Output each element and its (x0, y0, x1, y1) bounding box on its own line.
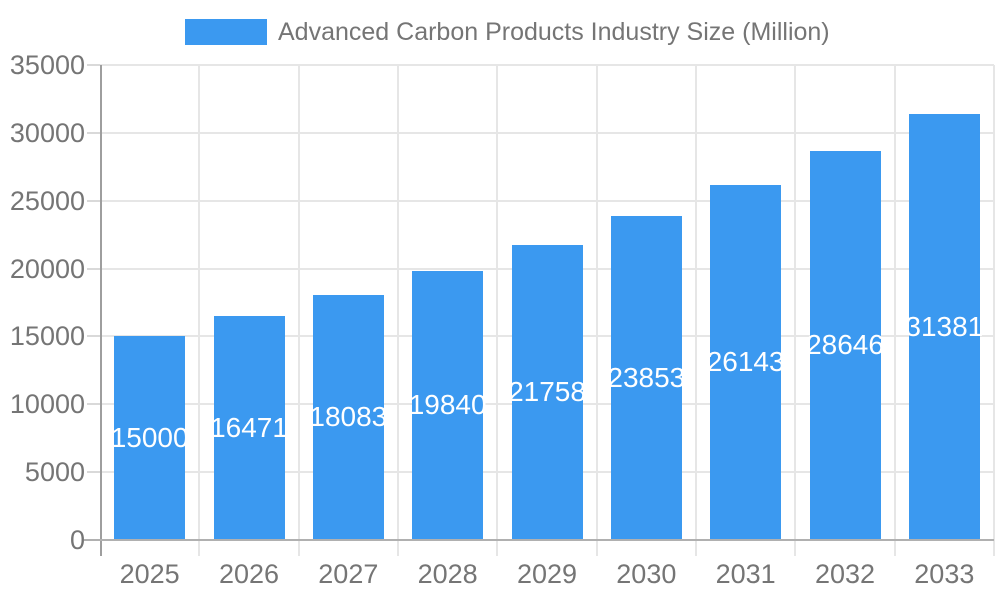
bar: 21758 (508, 244, 586, 539)
x-tick-label: 2028 (417, 559, 478, 589)
bar: 18083 (309, 294, 387, 539)
y-tick-label: 35000 (9, 50, 85, 80)
y-axis-tick (87, 267, 100, 270)
grid-line-vertical (595, 65, 598, 556)
bar-value-label: 19840 (408, 388, 487, 420)
bar-value-label: 23853 (607, 361, 686, 393)
y-tick-label: 30000 (9, 117, 85, 148)
grid-line-vertical (198, 65, 201, 556)
grid-line-horizontal (100, 64, 994, 66)
grid-line-vertical (297, 65, 300, 556)
y-axis-tick (87, 64, 100, 66)
y-tick-label: 10000 (9, 389, 85, 420)
bar: 16471 (210, 316, 288, 539)
x-tick-label: 2026 (218, 559, 280, 589)
y-axis-tick (87, 131, 100, 134)
bar-value-label: 21758 (508, 375, 586, 407)
bar: 31381 (905, 114, 983, 539)
grid-line-horizontal (100, 131, 994, 134)
grid-line-vertical (695, 65, 697, 556)
bar-value-label: 31381 (905, 310, 984, 342)
y-axis-tick (87, 199, 100, 202)
x-tick-label: 2033 (914, 559, 975, 589)
y-tick-label: 0 (69, 525, 85, 555)
y-axis-tick (87, 471, 100, 474)
x-tick-label: 2030 (616, 559, 677, 589)
y-axis-tick (87, 335, 100, 338)
grid-line-vertical (496, 65, 499, 556)
y-axis-line (100, 65, 102, 556)
legend-label: Advanced Carbon Products Industry Size (… (278, 18, 830, 46)
y-axis-tick (87, 403, 100, 406)
y-axis-labels: 0 5000 10000 15000 20000 25000 30000 35000 (0, 0, 85, 600)
x-tick-label: 2032 (814, 559, 876, 589)
bar: 19840 (409, 270, 487, 539)
bar: 23853 (607, 216, 685, 539)
bar: 15000 (111, 336, 189, 539)
legend-swatch (185, 19, 267, 45)
y-tick-label: 15000 (9, 321, 85, 352)
bar-value-label: 15000 (110, 421, 189, 453)
bar-value-label: 26143 (706, 346, 785, 378)
x-tick-label: 2031 (715, 559, 776, 589)
y-tick-label: 25000 (9, 185, 85, 216)
x-axis-line (84, 539, 994, 541)
grid-line-vertical (397, 65, 399, 556)
bar: 26143 (707, 185, 785, 539)
bar-value-label: 16471 (210, 411, 288, 443)
plot-area: 15000 16471 18083 19840 21758 23853 26143 28646… (84, 64, 995, 556)
bar: 28646 (806, 151, 884, 539)
bar-value-label: 28646 (806, 329, 884, 361)
grid-line-vertical (993, 65, 995, 556)
x-tick-label: 2027 (318, 559, 379, 589)
y-tick-label: 20000 (9, 253, 85, 284)
grid-line-horizontal (100, 199, 994, 202)
y-tick-label: 5000 (24, 457, 85, 488)
bar-value-label: 18083 (309, 400, 388, 432)
x-axis-labels: 2025 2026 2027 2028 2029 2030 2031 2032 2033 (100, 559, 994, 593)
x-tick-label: 2025 (119, 559, 180, 589)
x-tick-label: 2029 (516, 559, 578, 589)
grid-line-vertical (794, 65, 797, 556)
legend: Advanced Carbon Products Industry Size (… (185, 18, 830, 46)
grid-line-vertical (893, 65, 896, 556)
